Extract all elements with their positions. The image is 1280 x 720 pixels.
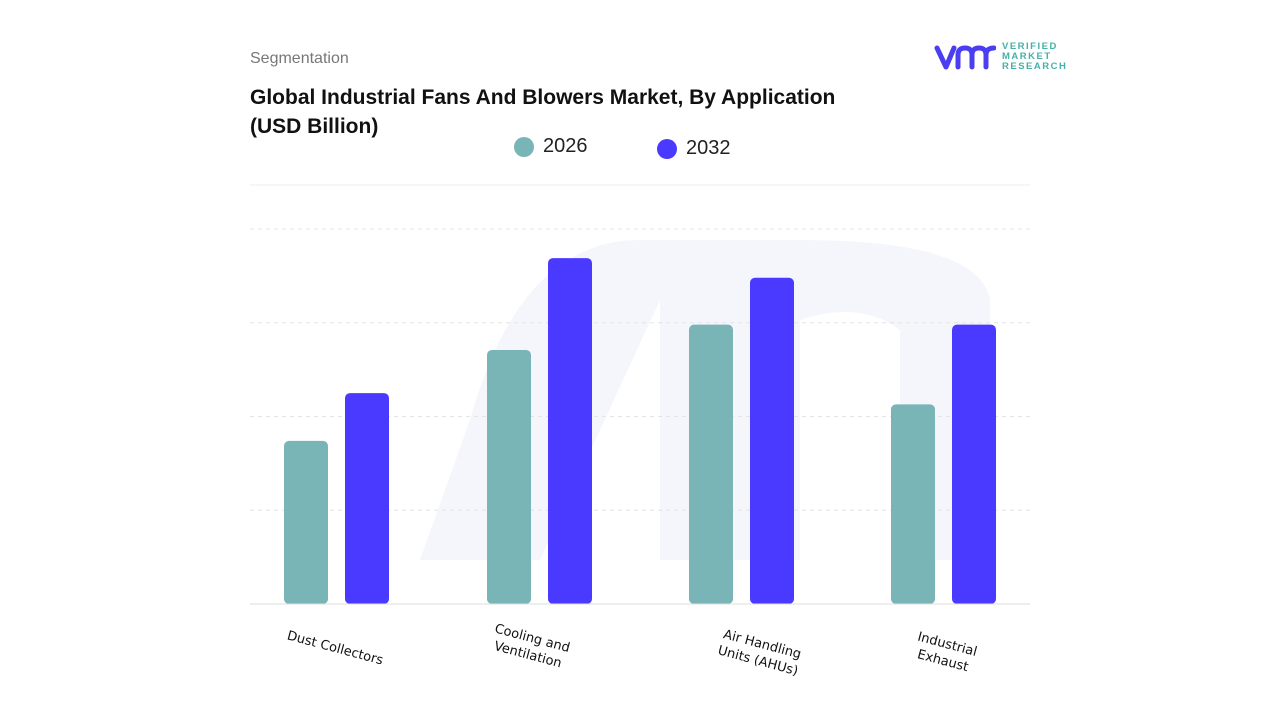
- bar-2026-1: [487, 349, 531, 604]
- bar-2032-0: [345, 393, 389, 604]
- logo-text: VERIFIED MARKET RESEARCH: [1002, 41, 1068, 72]
- legend-swatch-2032: [657, 138, 677, 159]
- vmr-logo-mark-icon: [934, 45, 996, 70]
- segment-label: Segmentation: [250, 50, 349, 67]
- bar-2032-2: [750, 277, 794, 604]
- legend-label: 2032: [686, 137, 731, 159]
- legend-item-2032: 2032: [657, 137, 731, 160]
- bar-2026-3: [891, 404, 935, 604]
- bar-2026-0: [284, 440, 328, 604]
- watermark: [290, 240, 990, 560]
- vmr-logo: VERIFIED MARKET RESEARCH: [934, 42, 1067, 72]
- legend-swatch-2026: [514, 136, 534, 157]
- legend-label: 2026: [543, 135, 588, 157]
- bar-2026-2: [689, 324, 733, 604]
- chart-title: Global Industrial Fans And Blowers Marke…: [250, 86, 836, 138]
- bar-2032-3: [952, 324, 996, 604]
- legend-item-2026: 2026: [514, 135, 588, 158]
- bar-2032-1: [548, 258, 592, 604]
